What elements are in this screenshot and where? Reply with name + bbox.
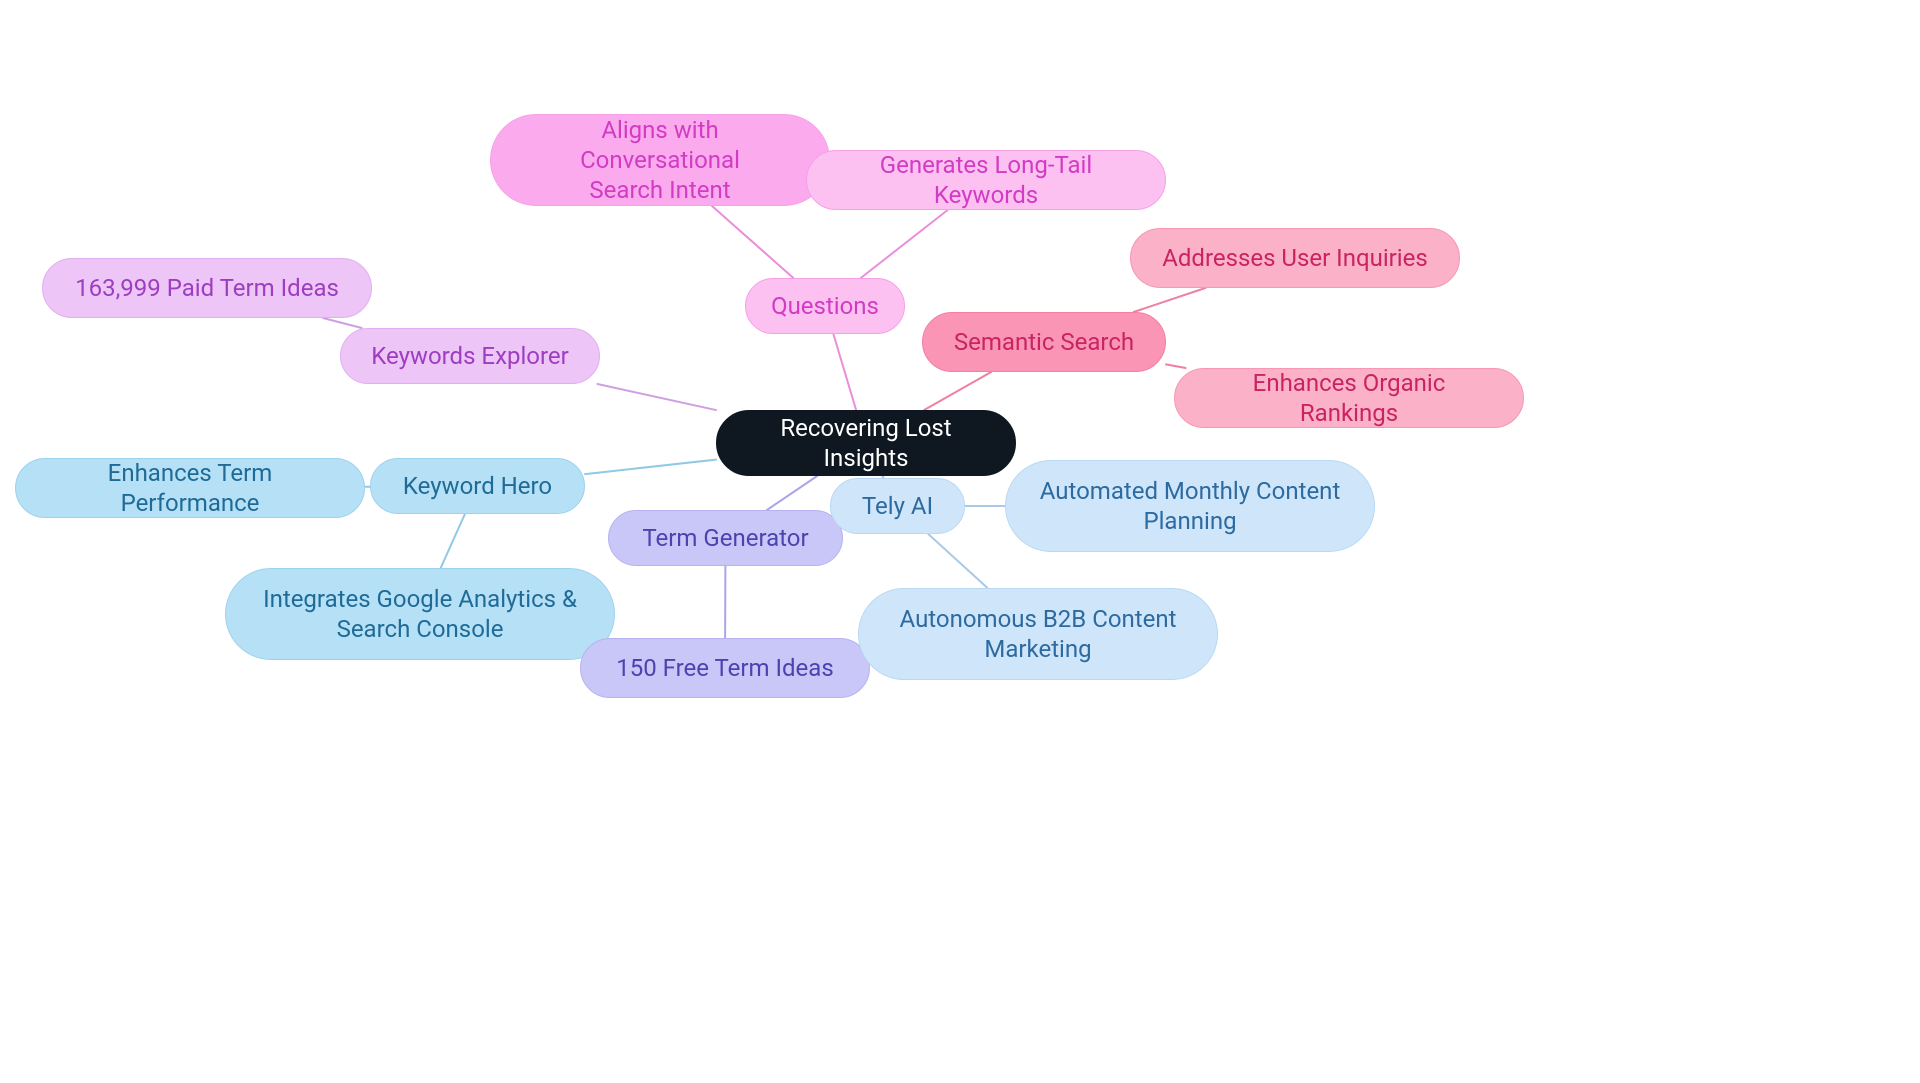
node-tely: Tely AI (830, 478, 965, 534)
node-kh2: Integrates Google Analytics & Search Con… (225, 568, 615, 660)
node-root: Recovering Lost Insights (716, 410, 1016, 476)
node-q2: Generates Long-Tail Keywords (806, 150, 1166, 210)
node-te2: Autonomous B2B Content Marketing (858, 588, 1218, 680)
node-termgen: Term Generator (608, 510, 843, 566)
edge-root-termgen (767, 476, 817, 510)
edge-root-questions (833, 334, 856, 410)
edge-root-kwexp (597, 384, 716, 410)
node-kh1: Enhances Term Performance (15, 458, 365, 518)
edge-semantic-s2 (1166, 364, 1186, 368)
node-s1: Addresses User Inquiries (1130, 228, 1460, 288)
edge-questions-q1 (712, 206, 793, 278)
edge-semantic-s1 (1134, 288, 1206, 312)
node-ke1: 163,999 Paid Term Ideas (42, 258, 372, 318)
node-te1: Automated Monthly Content Planning (1005, 460, 1375, 552)
mindmap-canvas: Recovering Lost Insights Questions Aligns … (0, 0, 1920, 1083)
node-semantic: Semantic Search (922, 312, 1166, 372)
edge-root-semantic (924, 372, 991, 410)
node-tg1: 150 Free Term Ideas (580, 638, 870, 698)
node-questions: Questions (745, 278, 905, 334)
edge-kwexp-ke1 (323, 318, 362, 328)
edge-root-khero (585, 460, 716, 474)
node-s2: Enhances Organic Rankings (1174, 368, 1524, 428)
node-khero: Keyword Hero (370, 458, 585, 514)
node-q1: Aligns with Conversational Search Intent (490, 114, 830, 206)
edge-questions-q2 (861, 210, 948, 278)
node-kwexp: Keywords Explorer (340, 328, 600, 384)
edge-tely-te2 (928, 534, 987, 588)
edge-khero-kh2 (441, 514, 465, 568)
